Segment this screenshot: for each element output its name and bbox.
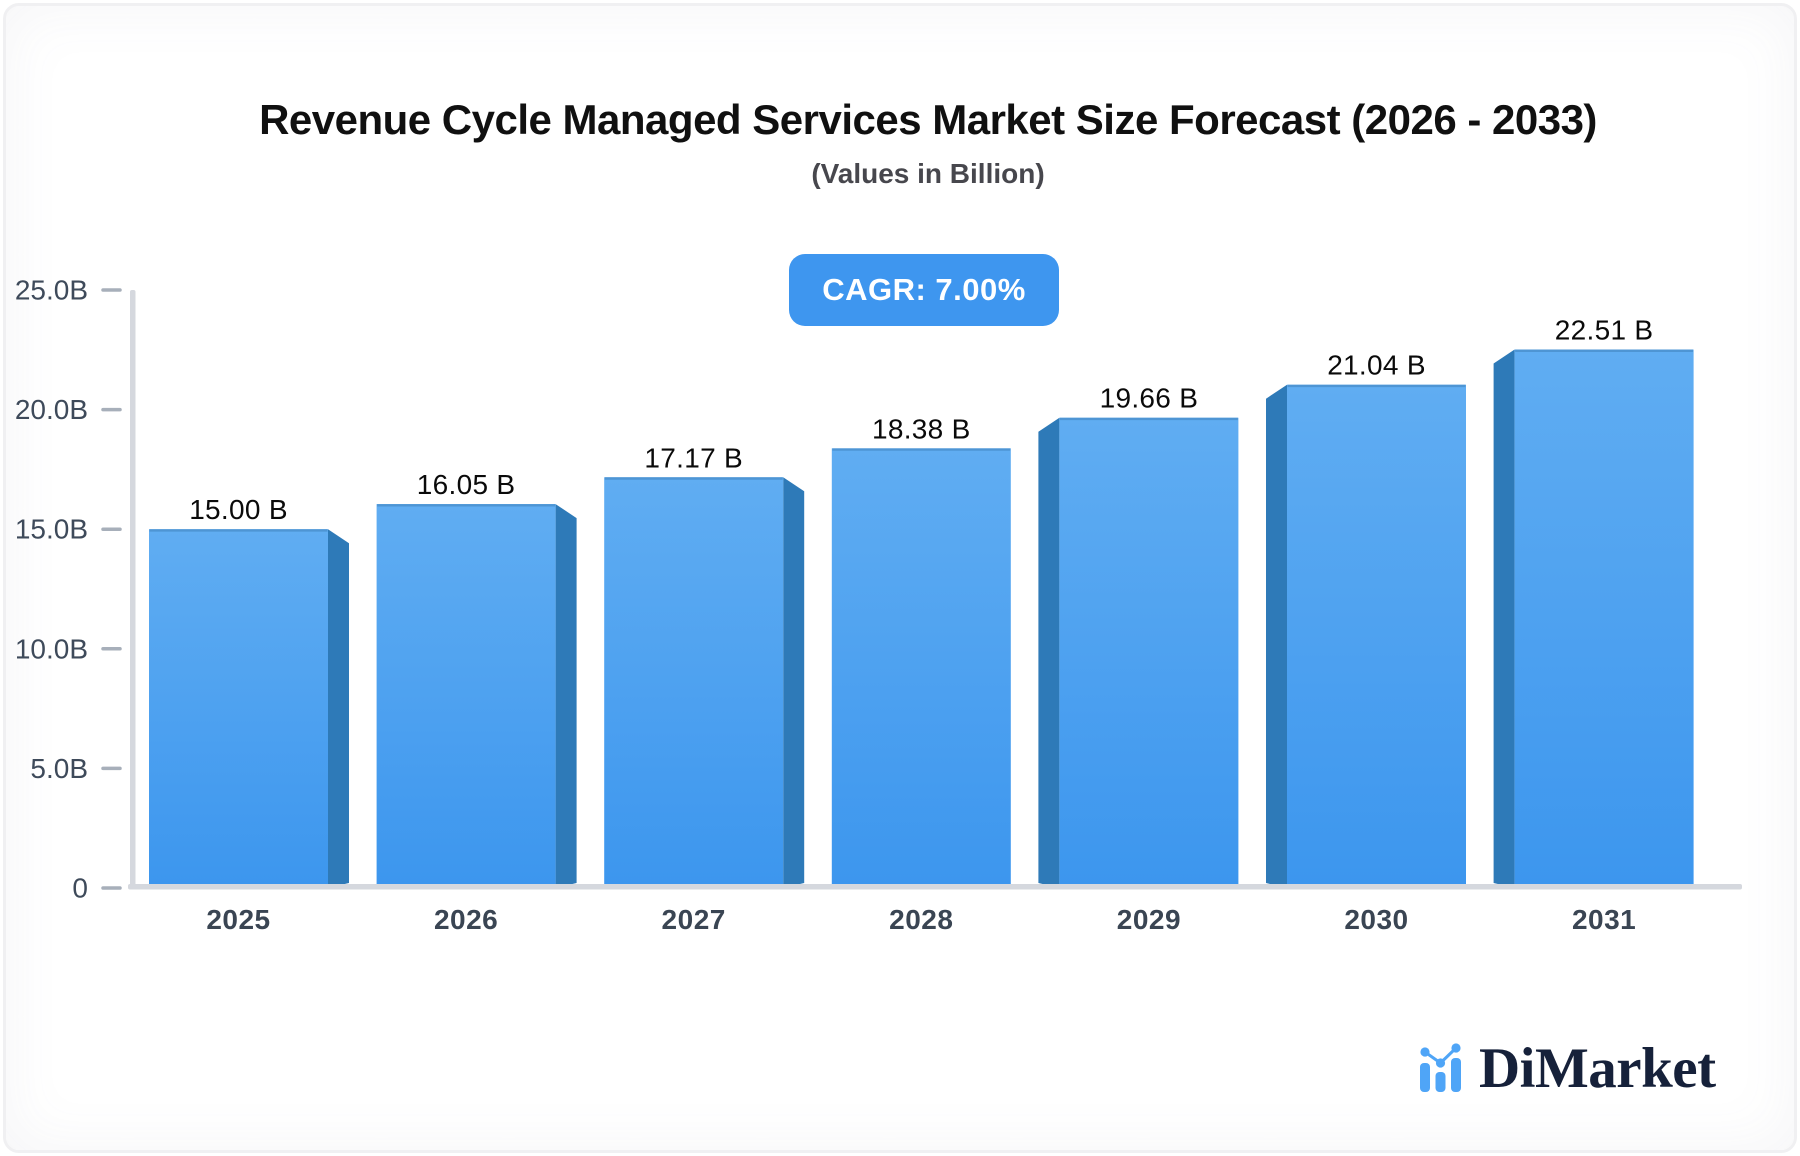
y-axis-line [130,290,136,888]
bar-side-face [555,504,577,888]
x-axis-year-label: 2029 [1117,904,1181,935]
bar-front-face [1514,349,1694,888]
bar-value-label: 17.17 B [644,442,743,473]
bar-front-face [604,477,784,888]
bar-group-2029: 19.66 B 2029 [1038,383,1239,935]
mini-bar-chart-icon [1420,1042,1461,1092]
logo-bar [1435,1071,1446,1092]
y-tick-label: 0 [72,873,88,904]
y-tick-label: 10.0B [15,633,88,664]
logo-dot [1451,1042,1461,1053]
bar-group-2026: 16.05 B 2026 [376,469,577,935]
bar-front-face [149,529,328,888]
bar-side-face [1493,349,1515,888]
x-axis-year-label: 2027 [662,904,726,935]
bar-side-face [328,529,349,888]
y-axis: 25.0B 20.0B 15.0B 10.0B 5.0B 0 [15,275,122,904]
bar-group-2028: 18.38 B 2028 [831,413,1011,935]
logo-dot [1420,1046,1430,1057]
x-axis-line [128,884,1742,890]
bar-front-face [831,448,1011,888]
bar-group-2030: 21.04 B 2030 [1266,350,1466,935]
x-axis-year-label: 2025 [206,904,270,935]
dimarket-logo: DiMarket [1418,1040,1716,1097]
y-tick-label: 15.0B [15,514,88,545]
y-tick-label: 20.0B [15,394,88,425]
bar-value-label: 16.05 B [417,469,516,500]
bar-side-face [783,477,805,888]
bar-value-label: 22.51 B [1555,315,1654,346]
bar-front-face [376,504,556,888]
cagr-badge: CAGR: 7.00% [789,254,1059,326]
y-tick-label: 5.0B [30,753,88,784]
x-axis-year-label: 2030 [1344,904,1408,935]
x-axis-year-label: 2026 [434,904,498,935]
logo-bar [1451,1057,1461,1092]
bar-side-face [1266,384,1287,888]
bar-value-label: 15.00 B [189,494,288,525]
bar-group-2025: 15.00 B 2025 [149,494,349,935]
x-axis-year-label: 2028 [889,904,953,935]
page-title: Revenue Cycle Managed Services Market Si… [259,96,1597,143]
logo-bar [1420,1062,1430,1092]
y-tick-label: 25.0B [15,275,88,306]
bar-front-face [1059,417,1239,888]
bar-side-face [1038,417,1060,888]
bar-value-label: 21.04 B [1327,350,1426,381]
chart-header: Revenue Cycle Managed Services Market Si… [56,0,1800,190]
bar-group-2031: 22.51 B 2031 [1493,315,1694,935]
bar-front-face [1287,384,1466,888]
logo-text: DiMarket [1479,1037,1716,1100]
logo-dot [1435,1057,1446,1068]
x-axis-year-label: 2031 [1572,904,1636,935]
bar-value-label: 19.66 B [1100,383,1199,414]
bars: 15.00 B 2025 16.05 B 2026 17.17 B 2027 18.38 B… [149,315,1694,935]
bar-value-label: 18.38 B [872,413,971,444]
bar-group-2027: 17.17 B 2027 [604,442,805,935]
chart-subtitle: (Values in Billion) [811,158,1045,190]
